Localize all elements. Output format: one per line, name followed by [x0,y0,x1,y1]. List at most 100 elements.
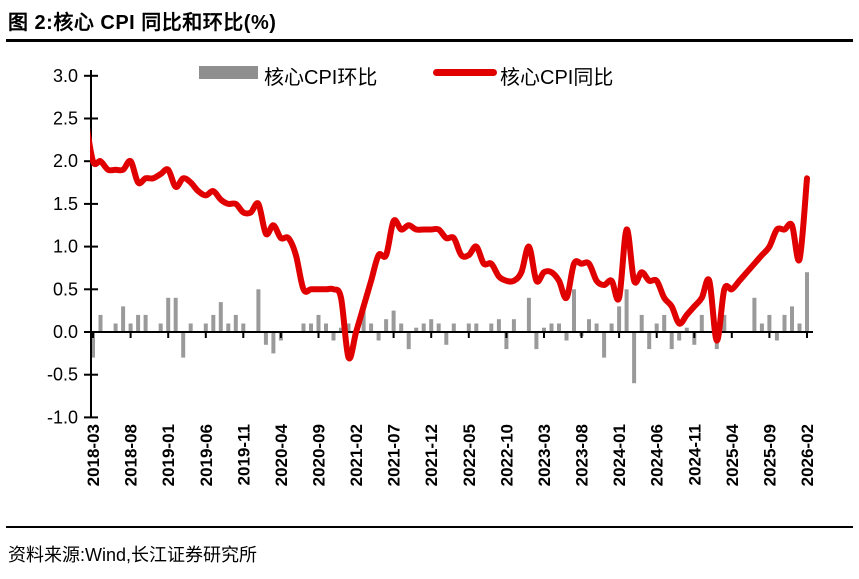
bar-2020-11 [331,332,336,341]
x-tick-label: 2019-01 [159,424,178,486]
bar-2023-12 [609,323,614,332]
bar-2024-07 [662,314,667,332]
bar-2019-01 [166,297,171,332]
bar-2025-08 [759,323,764,332]
bar-2020-10 [324,323,328,332]
bottom-divider [6,526,853,528]
x-tick-label: 2024-11 [685,424,704,485]
bar-2021-12 [429,319,434,332]
y-tick-label: 0.0 [53,322,78,342]
bar-2022-11 [511,319,516,332]
bar-2023-02 [534,332,539,350]
x-tick-label: 2018-08 [122,424,141,486]
y-tick-label: -1.0 [47,407,78,427]
bar-2023-01 [526,297,531,332]
bar-2023-03 [542,327,546,332]
bar-2023-06 [564,332,569,341]
bar-2019-07 [211,314,216,332]
bar-2021-11 [421,323,426,332]
bar-2019-09 [226,323,231,332]
legend-label-mom: 核心CPI环比 [264,67,378,89]
y-tick-label: 2.0 [53,151,78,171]
bar-2020-02 [263,332,268,345]
bar-2020-08 [309,323,313,332]
x-tick-label: 2021-02 [347,424,366,486]
legend-bar-swatch [199,66,258,79]
y-tick-label: -0.5 [47,365,78,385]
y-tick-label: 0.5 [53,279,78,299]
bar-2022-02 [444,332,449,345]
bar-2020-07 [301,323,306,332]
x-tick-label: 2019-11 [234,424,253,485]
bar-2018-06 [113,323,118,332]
bar-2023-11 [602,332,607,358]
bar-2024-01 [617,306,622,332]
y-tick-label: 1.0 [53,237,78,257]
bar-2023-09 [587,319,591,332]
bar-2019-06 [203,323,208,332]
bar-2018-12 [158,323,163,332]
bar-2023-10 [594,323,599,332]
bar-2022-01 [436,323,441,332]
bar-2022-06 [474,323,479,332]
bar-2021-07 [391,310,396,332]
bar-2024-05 [647,332,652,350]
bar-2020-12 [339,327,343,332]
bar-2021-09 [406,332,411,350]
bar-2021-05 [376,332,381,341]
bar-2022-03 [451,323,456,332]
bar-2021-06 [384,319,389,332]
bar-2021-03 [361,306,366,332]
bar-2025-10 [774,332,779,341]
bar-2021-10 [414,327,419,332]
x-tick-label: 2022-05 [460,424,479,486]
x-tick-label: 2019-06 [197,424,216,486]
x-tick-label: 2020-09 [310,424,329,486]
bar-2022-08 [489,323,494,332]
x-tick-label: 2023-08 [573,424,592,486]
yoy-line [90,127,810,362]
bar-2025-09 [767,314,772,332]
bar-2024-09 [677,332,682,341]
bar-2019-03 [181,332,186,358]
source-text: 资料来源:Wind,长江证券研究所 [8,545,258,565]
bar-2018-08 [128,323,133,332]
bar-2021-08 [399,323,404,332]
y-tick-label: 1.5 [53,194,78,214]
bar-2023-05 [557,323,561,332]
y-tick-label: 3.0 [53,66,78,86]
chart-title: 图 2:核心 CPI 同比和环比(%) [8,12,277,34]
bar-2025-12 [790,306,794,332]
bar-2024-11 [692,332,697,345]
bar-2024-10 [684,327,689,332]
bar-2018-07 [121,306,126,332]
legend-line-swatch [433,69,497,76]
legend-label-yoy: 核心CPI同比 [500,67,614,89]
bar-2019-08 [218,302,223,332]
x-tick-label: 2024-01 [610,424,629,486]
bar-2018-10 [143,314,148,332]
bar-2020-09 [316,314,321,332]
bar-2018-03 [91,332,95,358]
bar-2024-03 [632,332,637,384]
bar-2025-03 [722,314,727,332]
bar-2018-04 [98,314,103,332]
x-tick-label: 2021-07 [385,424,404,486]
bar-2019-11 [241,323,246,332]
title-underline [6,39,853,42]
bar-2022-09 [496,319,501,332]
bar-2022-05 [466,323,471,332]
x-tick-label: 2023-03 [535,424,554,486]
x-tick-label: 2026-02 [798,424,817,486]
y-tick-label: 2.5 [53,109,78,129]
bar-2024-02 [624,289,629,332]
bar-2020-01 [256,289,261,332]
x-tick-label: 2024-06 [648,424,667,486]
bar-2019-04 [188,323,193,332]
bar-2023-04 [549,323,554,332]
bar-2024-04 [639,314,644,332]
bar-2023-07 [572,289,576,332]
x-tick-label: 2018-03 [84,424,103,486]
bar-2026-02 [805,272,809,332]
